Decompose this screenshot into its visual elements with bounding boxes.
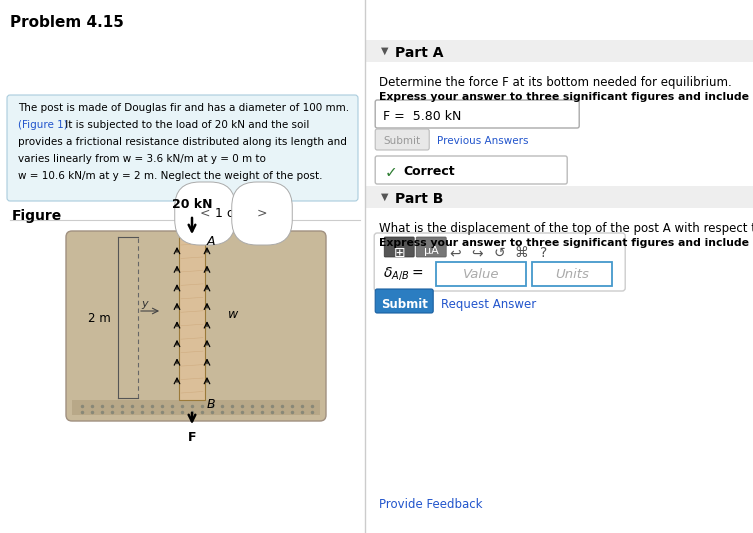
Text: ⊞: ⊞ xyxy=(393,246,405,260)
Text: Submit: Submit xyxy=(381,298,428,311)
FancyBboxPatch shape xyxy=(416,237,447,257)
FancyBboxPatch shape xyxy=(375,289,433,313)
Text: Provide Feedback: Provide Feedback xyxy=(380,498,483,511)
Bar xyxy=(72,400,320,415)
Text: Request Answer: Request Answer xyxy=(441,298,536,311)
Bar xyxy=(365,186,753,208)
Bar xyxy=(179,237,205,400)
FancyBboxPatch shape xyxy=(436,262,526,286)
Text: It is subjected to the load of 20 kN and the soil: It is subjected to the load of 20 kN and… xyxy=(62,120,309,130)
FancyBboxPatch shape xyxy=(66,231,326,421)
Text: 2 m: 2 m xyxy=(88,311,111,325)
FancyBboxPatch shape xyxy=(374,233,625,291)
Text: ↩: ↩ xyxy=(450,246,461,260)
Text: (Figure 1): (Figure 1) xyxy=(18,120,68,130)
Text: ?: ? xyxy=(540,246,547,260)
Text: ↺: ↺ xyxy=(493,246,505,260)
Bar xyxy=(365,40,753,62)
Text: The post is made of Douglas fir and has a diameter of 100 mm.: The post is made of Douglas fir and has … xyxy=(18,103,349,113)
Text: Submit: Submit xyxy=(383,136,421,146)
Text: Express your answer to three significant figures and include appropriate units.: Express your answer to three significant… xyxy=(380,92,753,102)
Text: What is the displacement of the top of the post A with respect to its bottom B?: What is the displacement of the top of t… xyxy=(380,222,753,235)
Text: Determine the force F at its bottom needed for equilibrium.: Determine the force F at its bottom need… xyxy=(380,76,732,89)
Text: B: B xyxy=(207,398,215,411)
Text: Part B: Part B xyxy=(395,192,444,206)
Text: >: > xyxy=(257,207,267,220)
Text: Express your answer to three significant figures and include appropriate units.: Express your answer to three significant… xyxy=(380,238,753,248)
Text: Correct: Correct xyxy=(403,165,455,178)
Text: y: y xyxy=(141,299,148,309)
Text: 20 kN: 20 kN xyxy=(172,198,212,211)
FancyBboxPatch shape xyxy=(384,237,414,257)
Text: Figure: Figure xyxy=(12,209,62,223)
Text: <: < xyxy=(200,207,210,220)
Text: ✓: ✓ xyxy=(386,165,398,180)
FancyBboxPatch shape xyxy=(375,129,429,150)
Text: ⌘: ⌘ xyxy=(514,246,528,260)
FancyBboxPatch shape xyxy=(7,95,358,201)
Text: provides a frictional resistance distributed along its length and: provides a frictional resistance distrib… xyxy=(18,137,347,147)
Text: Problem 4.15: Problem 4.15 xyxy=(10,15,124,30)
Text: F =  5.80 kN: F = 5.80 kN xyxy=(383,110,462,123)
Text: 1 of 1: 1 of 1 xyxy=(215,207,251,220)
FancyBboxPatch shape xyxy=(375,156,567,184)
FancyBboxPatch shape xyxy=(532,262,612,286)
Text: F: F xyxy=(187,431,197,444)
Text: Value: Value xyxy=(463,268,499,280)
Text: μA: μA xyxy=(424,246,438,256)
Text: A: A xyxy=(207,235,215,248)
Text: ↪: ↪ xyxy=(471,246,483,260)
Text: ▼: ▼ xyxy=(381,46,389,56)
Text: $\delta_{A/B}=$: $\delta_{A/B}=$ xyxy=(383,265,423,282)
Text: Part A: Part A xyxy=(395,46,444,60)
Text: w: w xyxy=(228,309,238,321)
Text: w = 10.6 kN/m at y = 2 m. Neglect the weight of the post.: w = 10.6 kN/m at y = 2 m. Neglect the we… xyxy=(18,171,322,181)
FancyBboxPatch shape xyxy=(375,100,579,128)
Text: Units: Units xyxy=(555,268,589,280)
Text: Previous Answers: Previous Answers xyxy=(437,136,529,146)
Text: ▼: ▼ xyxy=(381,192,389,202)
Text: varies linearly from w = 3.6 kN/m at y = 0 m to: varies linearly from w = 3.6 kN/m at y =… xyxy=(18,154,266,164)
